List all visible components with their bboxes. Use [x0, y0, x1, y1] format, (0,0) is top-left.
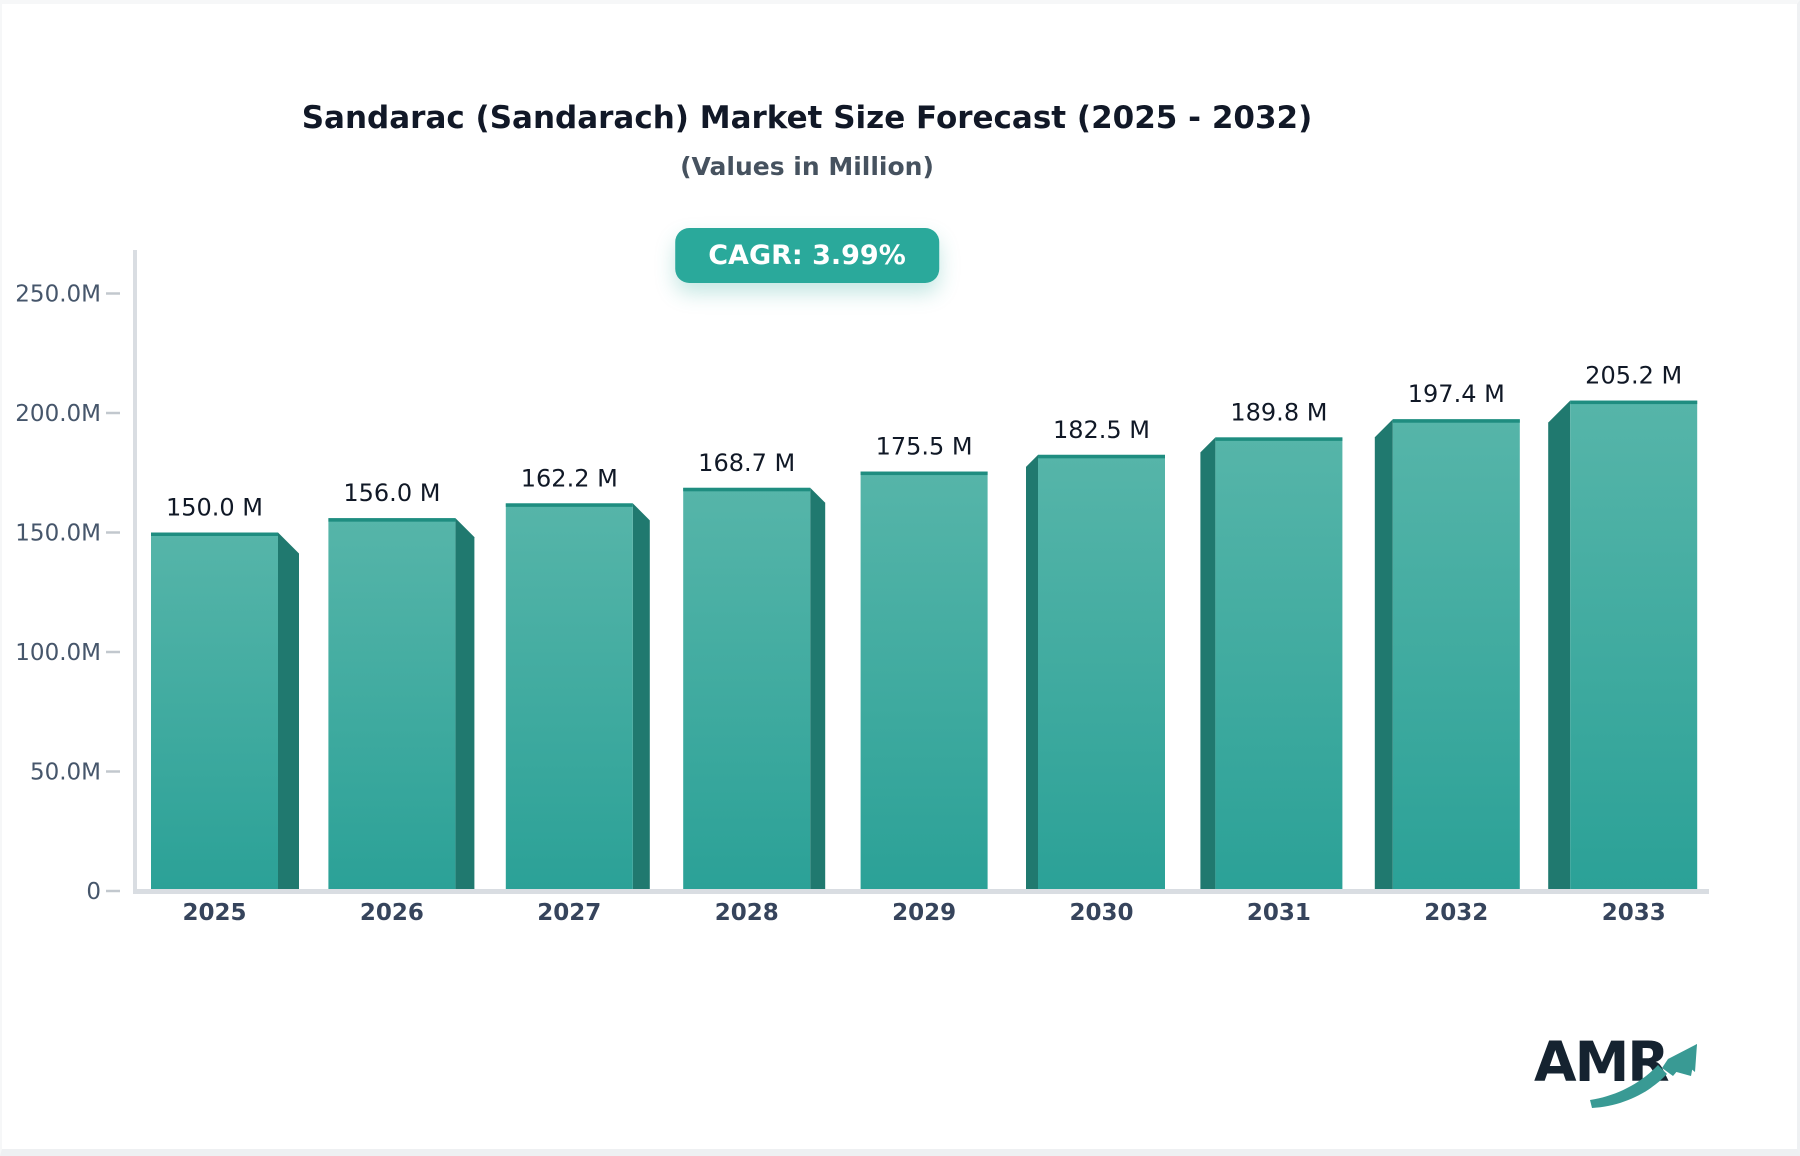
bar-value-label: 189.8 M — [1230, 398, 1327, 426]
x-axis-label: 2033 — [1602, 900, 1666, 926]
y-axis-line — [133, 250, 137, 893]
x-axis-label: 2025 — [182, 900, 246, 926]
bar-value-label: 162.2 M — [521, 464, 618, 492]
y-axis-label: 150.0M — [15, 521, 101, 547]
chart-title: Sandarac (Sandarach) Market Size Forecas… — [301, 100, 1313, 136]
bar-top-edge — [151, 532, 278, 536]
y-axis-label: 100.0M — [15, 640, 101, 666]
amr-logo: AMR — [1534, 1032, 1714, 1122]
bar-top-edge — [505, 503, 633, 507]
bar — [683, 487, 811, 890]
bar-top-edge — [1215, 437, 1343, 441]
trend-up-arrow-icon — [1590, 1044, 1697, 1108]
bar — [1570, 400, 1698, 890]
y-axis-label: 200.0M — [15, 401, 101, 427]
bar-3d-side — [810, 487, 826, 890]
bar-value-label: 175.5 M — [876, 433, 973, 461]
bar — [151, 532, 278, 890]
x-axis-label: 2030 — [1069, 900, 1133, 926]
x-axis-label: 2029 — [892, 900, 956, 926]
y-axis-label: 50.0M — [30, 760, 101, 786]
bar-3d-side — [1026, 454, 1038, 890]
bar-top-edge — [1392, 419, 1520, 423]
bar-chart: 250.0M 200.0M 150.0M 100.0M 50.0M 0 150.0 M 202… — [15, 250, 1709, 926]
x-axis-label: 2028 — [715, 900, 779, 926]
bar-value-label: 205.2 M — [1585, 362, 1682, 390]
x-axis-label: 2026 — [360, 900, 424, 926]
bar-top-edge — [1038, 454, 1165, 459]
y-axis-label: 0 — [86, 879, 101, 905]
x-axis-label: 2027 — [537, 900, 601, 926]
x-axis-label: 2032 — [1424, 900, 1488, 926]
bar-value-label: 182.5 M — [1053, 416, 1150, 444]
bar-3d-side — [1200, 437, 1216, 890]
bar-3d-side — [1374, 419, 1393, 890]
bar-3d-side — [455, 518, 475, 890]
cagr-badge: CAGR: 3.99% — [675, 228, 939, 283]
bar — [1215, 437, 1343, 890]
bar — [1038, 454, 1165, 890]
bar-3d-side — [278, 532, 299, 890]
bar — [1392, 419, 1520, 890]
bar-top-edge — [1570, 400, 1698, 405]
bar-top-edge — [860, 471, 988, 476]
bar-top-edge — [683, 487, 811, 492]
chart-subtitle: (Values in Million) — [680, 152, 934, 181]
x-axis-label: 2031 — [1247, 900, 1311, 926]
y-axis-label: 250.0M — [15, 282, 101, 308]
bar — [860, 471, 988, 890]
bar-3d-side — [632, 503, 650, 890]
bar — [505, 503, 633, 890]
bar — [328, 518, 456, 890]
bar-value-label: 150.0 M — [166, 494, 263, 522]
x-axis-line — [133, 889, 1709, 894]
bar-value-label: 168.7 M — [698, 449, 795, 477]
bar-value-label: 156.0 M — [343, 479, 440, 507]
bar-top-edge — [328, 518, 456, 522]
bar-value-label: 197.4 M — [1408, 380, 1505, 408]
bar-3d-side — [1548, 400, 1571, 890]
